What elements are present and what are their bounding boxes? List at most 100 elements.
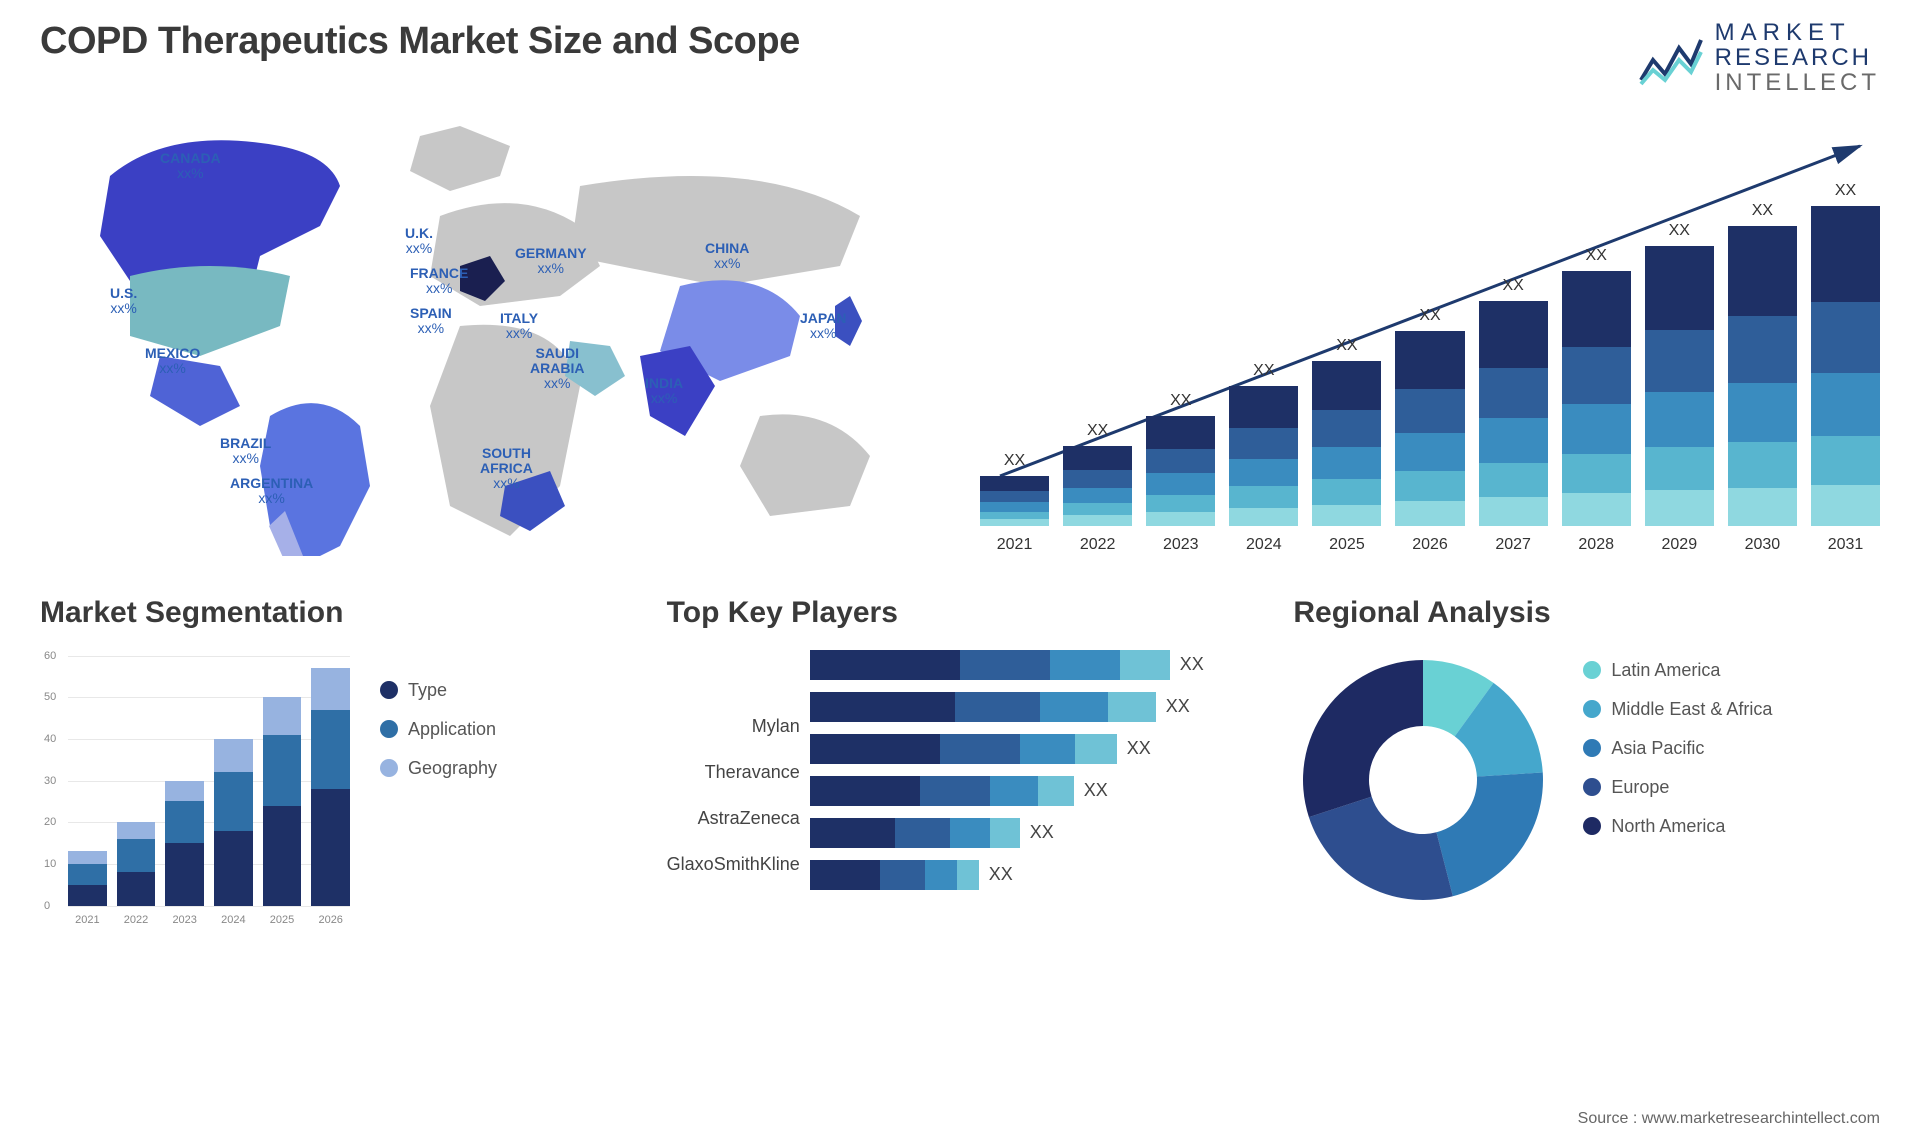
forecast-bar-value: XX bbox=[1479, 277, 1548, 295]
player-name: GlaxoSmithKline bbox=[667, 854, 800, 884]
logo-line2: RESEARCH bbox=[1715, 45, 1880, 70]
segmentation-bar-year: 2023 bbox=[165, 914, 204, 926]
segmentation-bar: 2022 bbox=[117, 822, 156, 905]
regional-donut bbox=[1293, 650, 1553, 910]
regional-legend-item: Asia Pacific bbox=[1583, 738, 1772, 759]
map-label: ARGENTINAxx% bbox=[230, 476, 313, 507]
player-bar-row: XX bbox=[810, 860, 1254, 890]
seg-ytick: 0 bbox=[44, 900, 50, 912]
segmentation-bar-year: 2026 bbox=[311, 914, 350, 926]
forecast-bar-year: 2031 bbox=[1811, 536, 1880, 554]
forecast-bar-year: 2024 bbox=[1229, 536, 1298, 554]
forecast-bar: XX2027 bbox=[1479, 301, 1548, 526]
forecast-bar-value: XX bbox=[1562, 247, 1631, 265]
segmentation-bar: 2026 bbox=[311, 668, 350, 905]
map-label: CHINAxx% bbox=[705, 241, 749, 272]
forecast-bar-value: XX bbox=[1395, 307, 1464, 325]
forecast-bar: XX2028 bbox=[1562, 271, 1631, 526]
forecast-bar-year: 2030 bbox=[1728, 536, 1797, 554]
logo-icon bbox=[1639, 30, 1703, 86]
map-label: BRAZILxx% bbox=[220, 436, 271, 467]
segmentation-legend-item: Application bbox=[380, 719, 497, 740]
segmentation-bar: 2025 bbox=[263, 697, 302, 905]
forecast-bar-year: 2025 bbox=[1312, 536, 1381, 554]
segmentation-bar: 2024 bbox=[214, 739, 253, 906]
forecast-bar: XX2031 bbox=[1811, 206, 1880, 526]
forecast-bar-value: XX bbox=[1063, 422, 1132, 440]
forecast-bar: XX2023 bbox=[1146, 416, 1215, 526]
forecast-bar-value: XX bbox=[1312, 337, 1381, 355]
map-label: SPAINxx% bbox=[410, 306, 452, 337]
forecast-bar: XX2024 bbox=[1229, 386, 1298, 526]
forecast-bar-year: 2028 bbox=[1562, 536, 1631, 554]
regional-legend-item: Europe bbox=[1583, 777, 1772, 798]
map-label: ITALYxx% bbox=[500, 311, 538, 342]
regional-legend-item: Latin America bbox=[1583, 660, 1772, 681]
forecast-bar: XX2029 bbox=[1645, 246, 1714, 526]
source-text: Source : www.marketresearchintellect.com bbox=[1578, 1110, 1880, 1128]
player-name: Theravance bbox=[667, 762, 800, 792]
forecast-bar-value: XX bbox=[1811, 182, 1880, 200]
player-bar-value: XX bbox=[1180, 654, 1204, 675]
segmentation-bar-year: 2024 bbox=[214, 914, 253, 926]
donut-slice bbox=[1309, 796, 1453, 899]
map-label: SOUTHAFRICAxx% bbox=[480, 446, 533, 492]
segmentation-legend: Type Application Geography bbox=[380, 650, 497, 930]
player-bar-row: XX bbox=[810, 818, 1254, 848]
segmentation-bar-year: 2021 bbox=[68, 914, 107, 926]
player-bar-value: XX bbox=[1084, 780, 1108, 801]
seg-ytick: 30 bbox=[44, 775, 56, 787]
segmentation-bar: 2023 bbox=[165, 781, 204, 906]
regional-legend-item: Middle East & Africa bbox=[1583, 699, 1772, 720]
player-name: Mylan bbox=[667, 716, 800, 746]
brand-logo: MARKET RESEARCH INTELLECT bbox=[1639, 20, 1880, 96]
forecast-bar: XX2030 bbox=[1728, 226, 1797, 526]
forecast-bar-year: 2022 bbox=[1063, 536, 1132, 554]
player-name: AstraZeneca bbox=[667, 808, 800, 838]
regional-legend: Latin America Middle East & Africa Asia Pa… bbox=[1583, 650, 1772, 837]
player-bar-row: XX bbox=[810, 650, 1254, 680]
seg-ytick: 60 bbox=[44, 650, 56, 662]
bottom-row: Market Segmentation 01020304050602021202… bbox=[40, 596, 1880, 956]
map-label: FRANCExx% bbox=[410, 266, 468, 297]
forecast-bar-value: XX bbox=[980, 452, 1049, 470]
forecast-bar: XX2026 bbox=[1395, 331, 1464, 526]
forecast-bar-value: XX bbox=[1645, 222, 1714, 240]
players-title: Top Key Players bbox=[667, 596, 1254, 630]
map-label: U.S.xx% bbox=[110, 286, 137, 317]
top-row: CANADAxx%U.S.xx%MEXICOxx%BRAZILxx%ARGENT… bbox=[40, 116, 1880, 556]
segmentation-legend-item: Geography bbox=[380, 758, 497, 779]
players-labels: Mylan Theravance AstraZeneca GlaxoSmithKlin… bbox=[667, 650, 800, 890]
players-panel: Top Key Players Mylan Theravance AstraZene… bbox=[667, 596, 1254, 956]
player-bar-row: XX bbox=[810, 692, 1254, 722]
page-title: COPD Therapeutics Market Size and Scope bbox=[40, 20, 800, 63]
player-bar-value: XX bbox=[1030, 822, 1054, 843]
player-bar-value: XX bbox=[989, 864, 1013, 885]
forecast-bars: XX2021XX2022XX2023XX2024XX2025XX2026XX20… bbox=[980, 116, 1880, 526]
player-bar-row: XX bbox=[810, 776, 1254, 806]
forecast-bar-value: XX bbox=[1229, 362, 1298, 380]
map-label: GERMANYxx% bbox=[515, 246, 587, 277]
forecast-bar-value: XX bbox=[1146, 392, 1215, 410]
map-label: INDIAxx% bbox=[645, 376, 683, 407]
map-label: SAUDIARABIAxx% bbox=[530, 346, 584, 392]
logo-line3: INTELLECT bbox=[1715, 70, 1880, 95]
forecast-bar-year: 2026 bbox=[1395, 536, 1464, 554]
segmentation-bar-year: 2025 bbox=[263, 914, 302, 926]
segmentation-legend-item: Type bbox=[380, 680, 497, 701]
donut-slice bbox=[1303, 660, 1423, 817]
seg-ytick: 50 bbox=[44, 691, 56, 703]
players-bars: XX XX XX XX XX XX bbox=[810, 650, 1254, 890]
donut-slice bbox=[1437, 772, 1544, 896]
world-map-panel: CANADAxx%U.S.xx%MEXICOxx%BRAZILxx%ARGENT… bbox=[40, 116, 940, 556]
forecast-bar: XX2025 bbox=[1312, 361, 1381, 526]
seg-ytick: 20 bbox=[44, 816, 56, 828]
seg-ytick: 40 bbox=[44, 733, 56, 745]
regional-legend-item: North America bbox=[1583, 816, 1772, 837]
player-bar-row: XX bbox=[810, 734, 1254, 764]
segmentation-chart: 0102030405060202120222023202420252026 bbox=[40, 650, 350, 930]
forecast-chart-panel: XX2021XX2022XX2023XX2024XX2025XX2026XX20… bbox=[980, 116, 1880, 556]
segmentation-bar: 2021 bbox=[68, 851, 107, 905]
forecast-bar-value: XX bbox=[1728, 202, 1797, 220]
player-bar-value: XX bbox=[1166, 696, 1190, 717]
